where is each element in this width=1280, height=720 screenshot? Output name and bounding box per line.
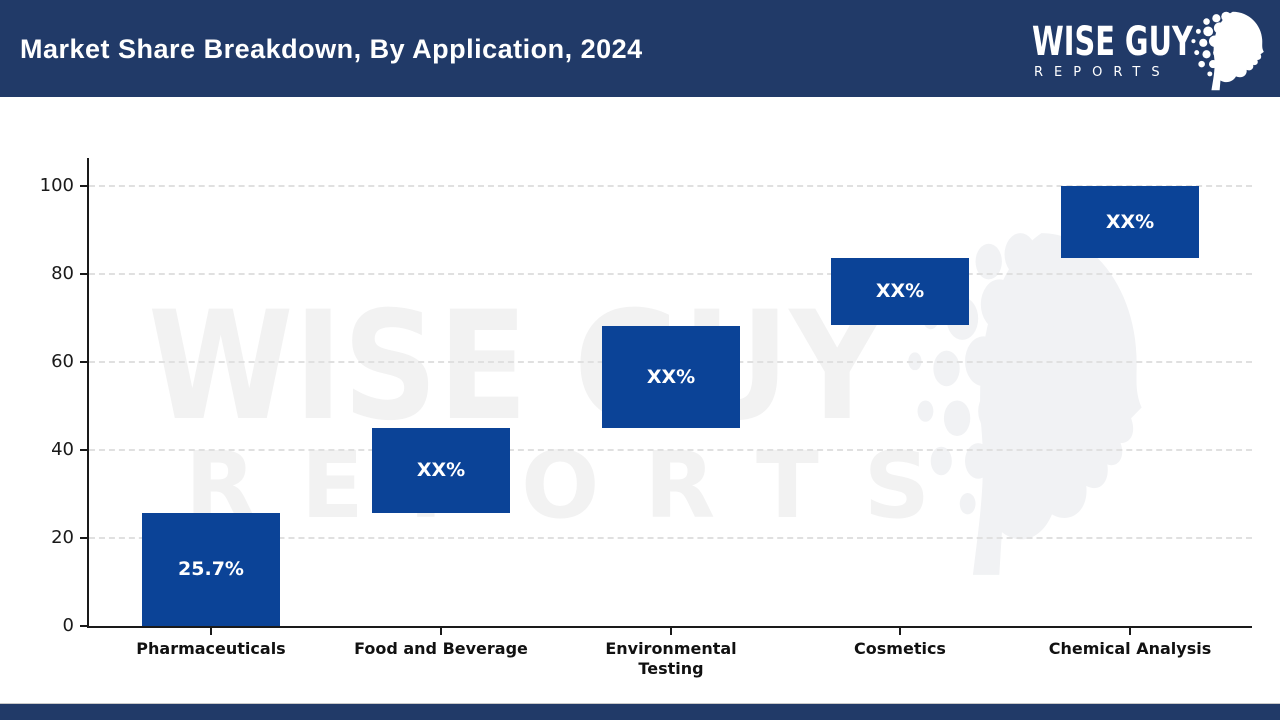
y-axis-tick-60	[80, 361, 88, 363]
x-axis-category-label: Food and Beverage	[354, 639, 528, 658]
x-axis-tick	[1129, 628, 1131, 635]
gridline-y40	[89, 449, 1252, 451]
bar-segment: 25.7%	[142, 512, 280, 626]
gridline-y20	[89, 537, 1252, 539]
x-axis-category-label: Pharmaceuticals	[136, 639, 286, 658]
y-axis-label-60: 60	[51, 351, 74, 372]
bar-segment: XX%	[1061, 186, 1199, 259]
x-axis-category-label: Cosmetics	[854, 639, 946, 658]
bar-segment: XX%	[372, 428, 510, 513]
y-axis-label-0: 0	[62, 615, 74, 636]
x-axis-tick	[670, 628, 672, 635]
y-axis-label-40: 40	[51, 439, 74, 460]
logo-head-icon	[1182, 10, 1272, 96]
logo-reports-text: REPORTS	[1034, 65, 1171, 80]
footer-bar	[0, 703, 1280, 720]
y-axis-label-20: 20	[51, 527, 74, 548]
y-axis-tick-100	[80, 185, 88, 187]
x-axis-line	[87, 626, 1252, 628]
gridline-y80	[89, 273, 1252, 275]
y-axis-line	[87, 158, 89, 628]
x-axis-tick	[440, 628, 442, 635]
bar-value-label: 25.7%	[178, 558, 244, 581]
logo-wiseguy-text: WISE GUY	[1032, 19, 1193, 65]
wise-guy-logo: WISE GUY REPORTS	[1032, 6, 1272, 94]
bar-value-label: XX%	[875, 280, 925, 303]
y-axis-tick-80	[80, 273, 88, 275]
bar-value-label: XX%	[1105, 211, 1155, 234]
y-axis-tick-0	[80, 625, 88, 627]
bar-value-label: XX%	[646, 365, 696, 388]
header-bar: Market Share Breakdown, By Application, …	[0, 0, 1280, 97]
chart-title: Market Share Breakdown, By Application, …	[20, 34, 643, 64]
y-axis-tick-40	[80, 449, 88, 451]
y-axis-tick-20	[80, 537, 88, 539]
x-axis-category-label: Chemical Analysis	[1048, 639, 1212, 658]
bar-segment: XX%	[602, 325, 740, 428]
gridline-y100	[89, 185, 1252, 187]
x-axis-tick	[899, 628, 901, 635]
logo-text: WISE GUY REPORTS	[1032, 19, 1193, 80]
y-axis-label-100: 100	[39, 175, 74, 196]
x-axis-category-label: Environmental Testing	[605, 639, 737, 678]
bar-segment: XX%	[831, 258, 969, 325]
y-axis-label-80: 80	[51, 263, 74, 284]
x-axis-tick	[210, 628, 212, 635]
bar-value-label: XX%	[416, 459, 466, 482]
